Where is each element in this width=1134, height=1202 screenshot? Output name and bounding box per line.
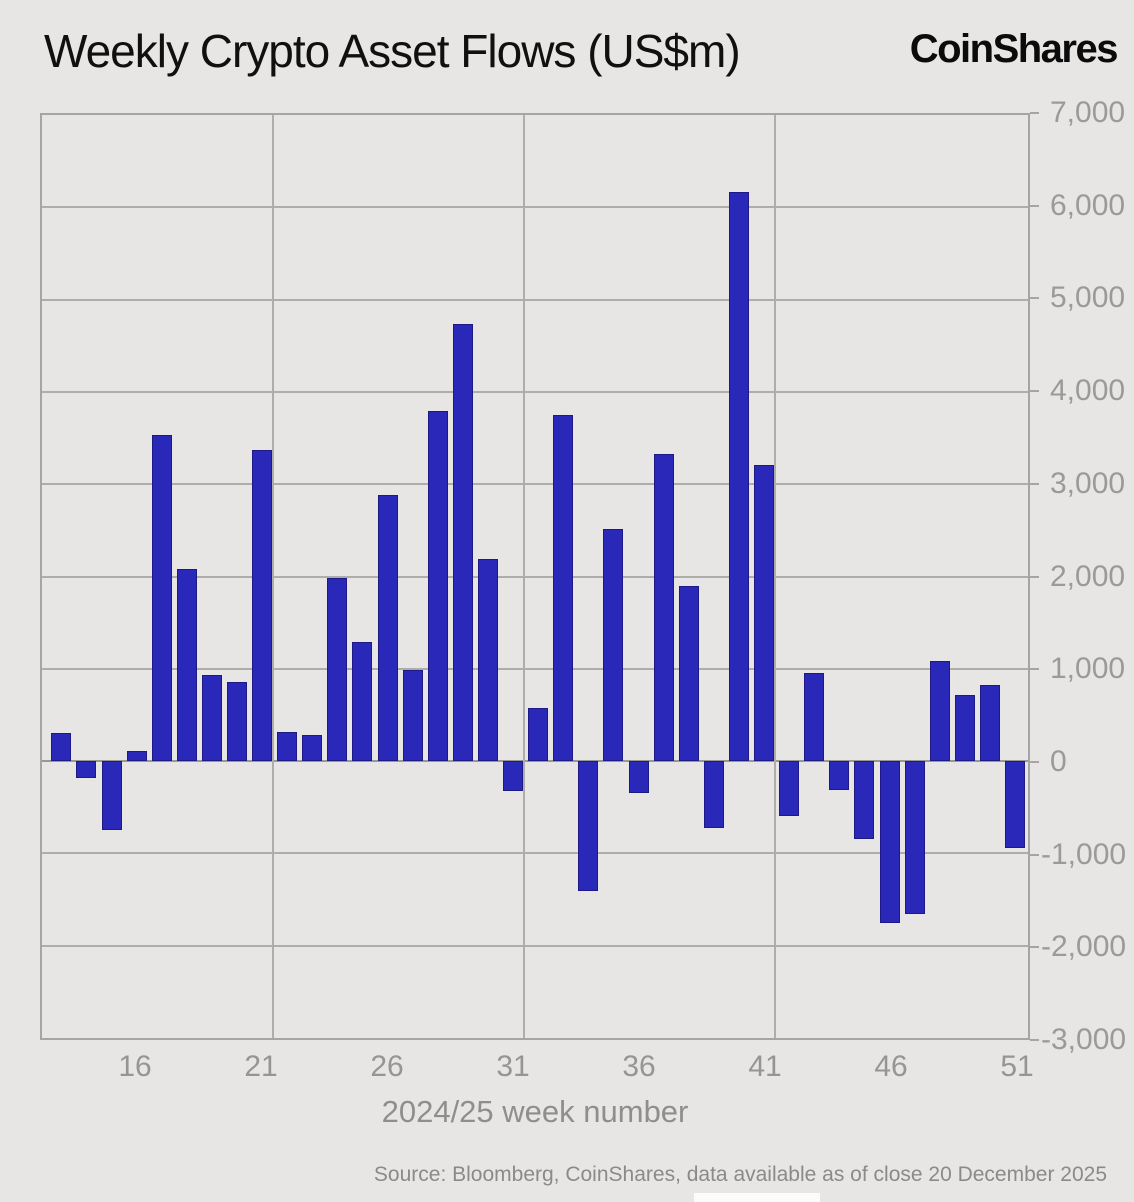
bar-week-33 [553,414,574,762]
x-tick-label: 26 [370,1050,404,1083]
bar-week-47 [904,761,925,915]
bar-week-35 [603,528,624,762]
bar-week-42 [779,761,800,817]
v-gridline [523,115,526,1038]
bar-week-22 [277,731,298,762]
y-tick [1030,760,1039,763]
y-tick-label: 3,000 [1050,466,1126,500]
h-gridline [42,852,1028,855]
y-tick-label: 0 [1050,744,1067,778]
v-gridline [272,115,275,1038]
chart-title: Weekly Crypto Asset Flows (US$m) [44,25,741,77]
bar-week-29 [452,323,473,762]
bar-week-13 [51,733,72,762]
bar-week-48 [929,661,950,762]
bar-week-19 [201,675,222,762]
y-tick-label: 7,000 [1050,96,1126,129]
y-tick [1030,946,1039,949]
x-tick-label: 21 [244,1050,278,1083]
plot-area [40,113,1030,1040]
x-tick-label: 51 [1000,1050,1034,1083]
bottom-artifact [694,1193,820,1202]
h-gridline [42,390,1028,393]
y-tick [1030,390,1039,393]
bar-week-23 [302,735,323,762]
bar-week-30 [477,558,498,762]
y-tick [1030,853,1039,856]
y-tick-label: -3,000 [1041,1023,1127,1056]
y-axis: 7,000 6,000 5,000 4,000 3,000 2,000 1,000 0 -1,0… [1030,96,1134,1056]
bar-week-40 [728,191,749,762]
bar-week-44 [829,761,850,790]
bar-week-51 [1005,761,1026,848]
h-gridline [42,667,1028,670]
bar-week-26 [377,495,398,762]
y-tick [1030,297,1039,300]
bar-week-41 [754,464,775,762]
source-note: Source: Bloomberg, CoinShares, data avai… [373,1163,1107,1186]
y-tick-label: -1,000 [1041,837,1127,871]
h-gridline [42,944,1028,947]
bar-week-18 [176,569,197,762]
bar-week-20 [227,681,247,762]
y-tick [1030,668,1039,671]
x-tick-label: 46 [874,1050,908,1083]
y-tick-label: 5,000 [1050,281,1126,315]
y-tick [1030,1039,1039,1041]
bar-week-32 [528,708,549,762]
x-axis-title: 2024/25 week number [381,1094,689,1129]
h-gridline [42,575,1028,578]
x-axis: 16 21 26 31 36 41 46 51 [40,1050,1034,1086]
bar-week-38 [678,585,699,762]
h-gridline [42,206,1028,209]
bar-week-25 [352,642,373,762]
y-tick-label: 6,000 [1050,188,1126,222]
zero-gridline [42,760,1028,763]
bar-week-43 [804,673,825,762]
x-tick-label: 31 [496,1050,530,1083]
v-gridline [773,115,776,1038]
y-tick-label: -2,000 [1041,930,1127,964]
bar-week-50 [979,685,1000,762]
y-tick [1030,575,1039,578]
bar-week-36 [628,761,649,794]
h-gridline [42,483,1028,486]
y-tick-label: 4,000 [1050,374,1126,408]
bar-week-15 [101,761,122,831]
bar-week-28 [427,411,448,762]
bar-week-17 [151,435,172,762]
x-tick-label: 16 [118,1050,152,1083]
y-tick-label: 1,000 [1050,652,1126,686]
bar-week-49 [954,694,975,762]
bar-week-39 [703,761,724,828]
bar-week-37 [653,453,674,762]
bar-week-27 [402,669,423,762]
h-gridline [42,298,1028,301]
x-tick-label: 36 [622,1050,656,1083]
bar-week-34 [578,761,599,892]
bar-week-45 [854,761,875,839]
y-tick [1030,482,1039,485]
bar-week-31 [503,761,524,791]
bar-week-16 [126,750,147,762]
bar-week-21 [252,450,273,762]
coinshares-logo: CoinShares [909,27,1119,71]
bar-week-24 [327,578,348,762]
x-tick-label: 41 [748,1050,782,1083]
y-tick [1030,112,1039,114]
y-tick [1030,204,1039,207]
bar-week-14 [76,761,97,778]
y-tick-label: 2,000 [1050,559,1126,593]
bar-week-46 [879,761,900,923]
